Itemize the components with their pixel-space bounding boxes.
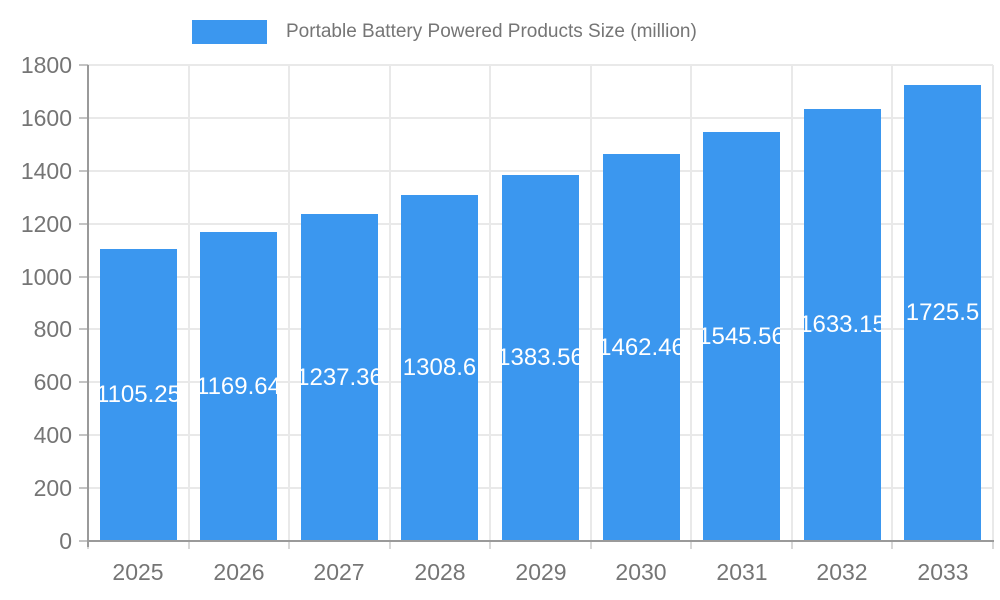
x-tick <box>992 542 994 549</box>
y-axis-label: 1200 <box>20 211 72 237</box>
x-tick <box>590 542 592 549</box>
plot-area: 1105.25 1169.64 1237.36 1308.6 1383.56 1462.4… <box>87 64 994 542</box>
x-tick <box>791 542 793 549</box>
y-axis-label: 600 <box>33 369 72 395</box>
bar-value-label: 1633.15 <box>804 311 881 338</box>
y-axis-label: 1800 <box>20 52 72 78</box>
x-axis-label: 2031 <box>716 559 768 585</box>
x-gridline <box>791 65 793 541</box>
y-tick <box>79 223 88 225</box>
x-axis-line <box>88 540 994 542</box>
x-gridline <box>489 65 491 541</box>
y-axis-label: 1000 <box>20 264 72 290</box>
y-tick <box>79 276 88 278</box>
y-axis-label: 400 <box>33 422 72 448</box>
x-tick <box>690 542 692 549</box>
y-tick <box>79 434 88 436</box>
x-axis-label: 2030 <box>615 559 667 585</box>
bar-2031[interactable]: 1545.56 <box>703 132 780 541</box>
bar-2026[interactable]: 1169.64 <box>200 232 277 541</box>
y-tick <box>79 381 88 383</box>
bar-2029[interactable]: 1383.56 <box>502 175 579 541</box>
y-tick <box>79 487 88 489</box>
x-tick <box>489 542 491 549</box>
bar-2033[interactable]: 1725.5 <box>904 85 981 541</box>
y-tick <box>79 328 88 330</box>
bar-value-label: 1545.56 <box>703 322 780 350</box>
y-tick <box>79 64 88 66</box>
x-axis-label: 2032 <box>816 559 868 585</box>
bar-value-label: 1462.46 <box>603 333 680 361</box>
y-gridline <box>88 117 993 119</box>
x-axis-label: 2025 <box>112 559 164 585</box>
bar-2027[interactable]: 1237.36 <box>301 214 378 541</box>
bar-value-label: 1169.64 <box>200 372 277 400</box>
y-axis-label: 0 <box>59 528 72 554</box>
bar-value-label: 1725.5 <box>905 299 980 326</box>
y-gridline <box>88 64 993 66</box>
x-gridline <box>891 65 893 541</box>
bar-2030[interactable]: 1462.46 <box>603 154 680 541</box>
x-axis-label: 2029 <box>515 559 567 585</box>
x-gridline <box>992 65 994 541</box>
y-gridline <box>88 170 993 172</box>
y-axis-label: 200 <box>33 475 72 501</box>
y-axis-label: 800 <box>33 316 72 342</box>
x-gridline <box>590 65 592 541</box>
bar-2028[interactable]: 1308.6 <box>401 195 478 541</box>
bar-value-label: 1105.25 <box>100 381 177 408</box>
y-axis-label: 1400 <box>20 158 72 184</box>
y-tick <box>79 170 88 172</box>
bar-value-label: 1308.6 <box>402 354 477 381</box>
bar-2032[interactable]: 1633.15 <box>804 109 881 541</box>
legend-color-swatch <box>192 20 267 44</box>
bar-2025[interactable]: 1105.25 <box>100 249 177 541</box>
legend-label: Portable Battery Powered Products Size (… <box>286 21 697 42</box>
x-tick <box>188 542 190 549</box>
y-axis-line <box>87 65 89 547</box>
x-axis-label: 2028 <box>414 559 466 585</box>
x-tick <box>389 542 391 549</box>
bar-value-label: 1237.36 <box>301 363 378 391</box>
x-axis-label: 2027 <box>313 559 365 585</box>
y-tick <box>79 117 88 119</box>
x-axis-label: 2033 <box>917 559 969 585</box>
x-gridline <box>288 65 290 541</box>
x-gridline <box>188 65 190 541</box>
x-axis-label: 2026 <box>213 559 265 585</box>
y-tick <box>79 540 88 542</box>
x-gridline <box>690 65 692 541</box>
x-tick <box>288 542 290 549</box>
bar-value-label: 1383.56 <box>502 344 579 371</box>
x-tick <box>891 542 893 549</box>
y-axis-label: 1600 <box>20 105 72 131</box>
legend: Portable Battery Powered Products Size (… <box>192 20 697 44</box>
x-gridline <box>389 65 391 541</box>
